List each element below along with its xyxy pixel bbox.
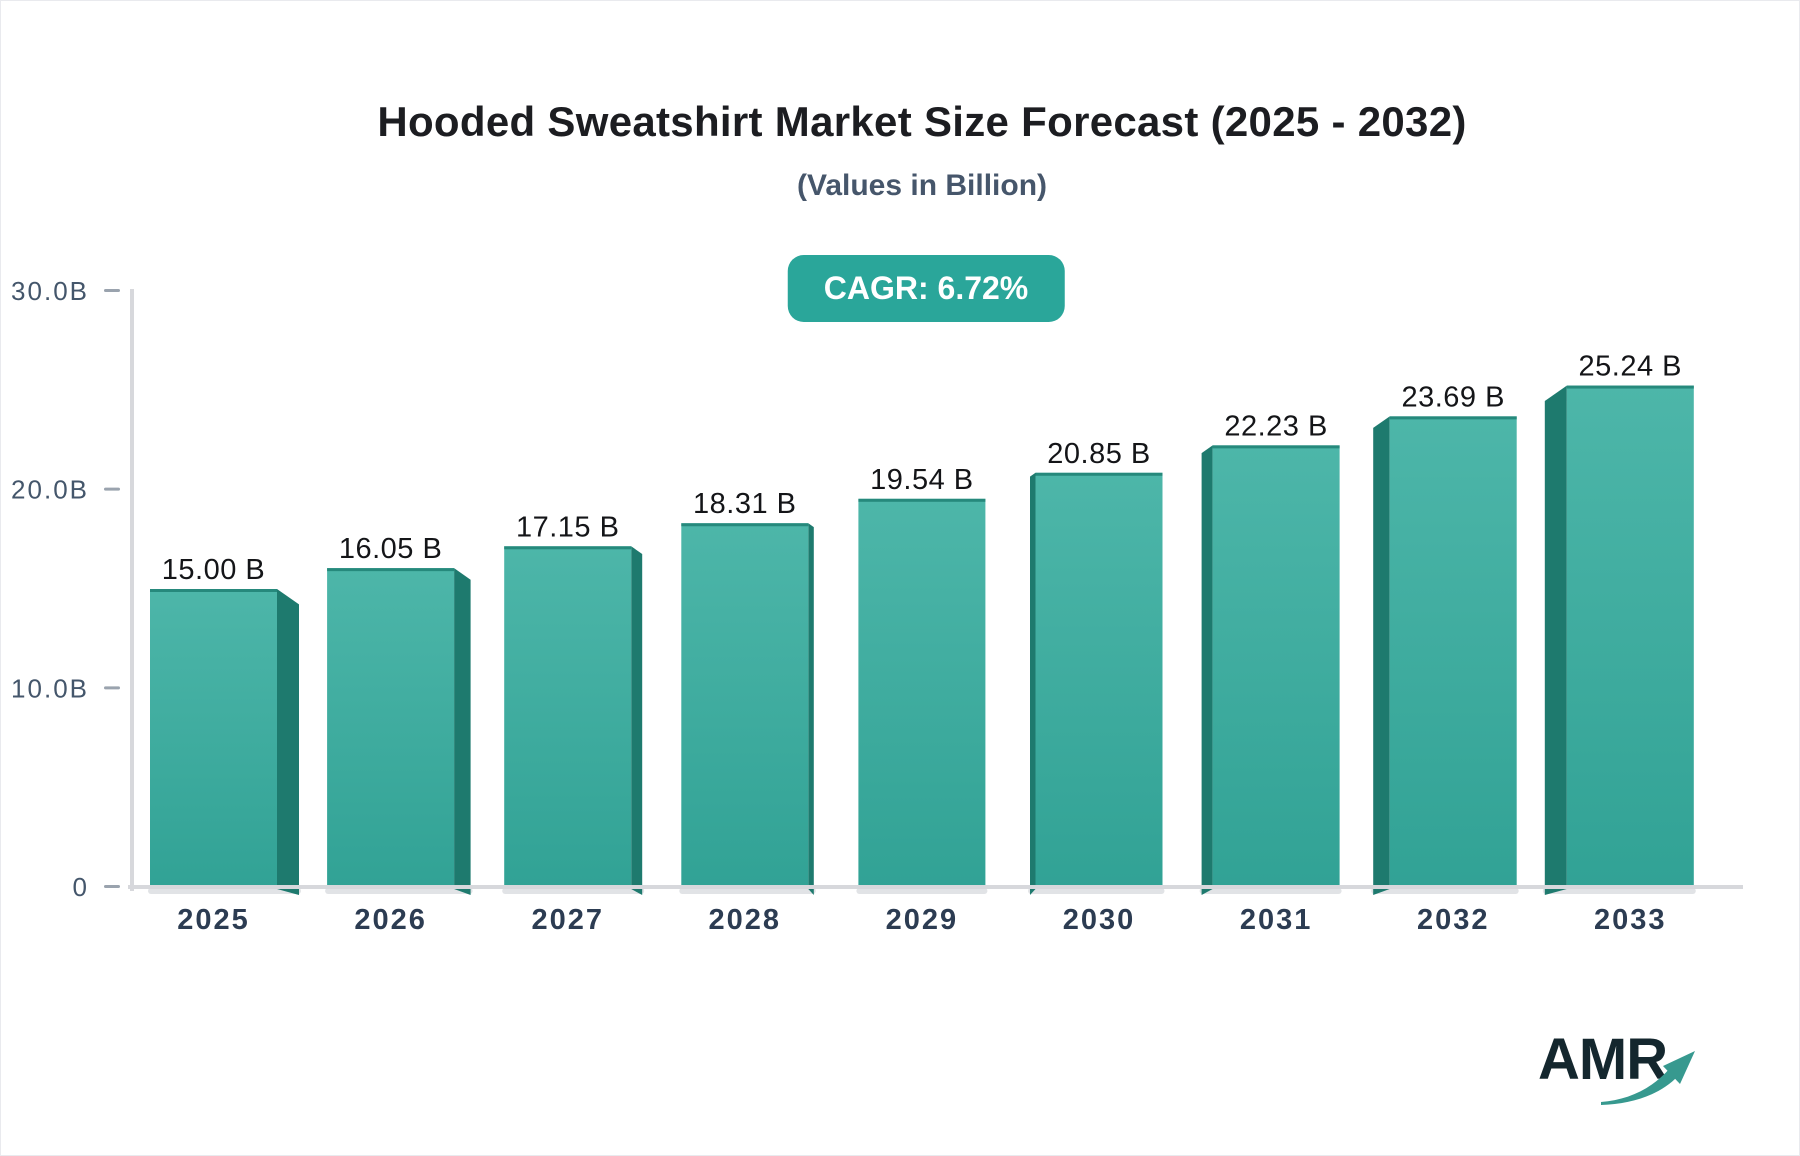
value-label-2027: 17.15 B <box>516 511 619 543</box>
bar-top-edge-2026 <box>327 568 455 572</box>
value-label-2026: 16.05 B <box>339 533 442 565</box>
bar-top-edge-2029 <box>858 498 986 502</box>
bar-top-edge-2030 <box>1035 472 1163 476</box>
bar-shadow <box>1199 888 1342 894</box>
x-label-2033: 2033 <box>1594 904 1667 936</box>
logo-text: AMR <box>1538 1027 1668 1092</box>
x-label-2032: 2032 <box>1417 904 1490 936</box>
bar-top-edge-2025 <box>150 589 277 592</box>
bar-2029 <box>858 498 986 889</box>
bar-side-2033 <box>1544 385 1567 895</box>
bar-side-2030 <box>1030 472 1036 895</box>
bar-2026 <box>327 568 455 889</box>
x-label-2031: 2031 <box>1240 904 1313 936</box>
bar-shadow <box>502 888 645 894</box>
x-axis-baseline <box>128 885 1743 889</box>
bar-2033 <box>1566 385 1694 889</box>
y-tick-label: 10.0B <box>11 673 89 703</box>
value-label-2028: 18.31 B <box>693 488 796 520</box>
y-axis-line <box>130 289 134 891</box>
x-label-2030: 2030 <box>1063 904 1136 936</box>
bar-top-edge-2027 <box>504 546 632 550</box>
bar-2027 <box>504 546 632 889</box>
bar-top-edge-2032 <box>1389 416 1517 420</box>
bar-shadow <box>1028 888 1165 894</box>
amr-logo: AMR <box>1538 1031 1728 1121</box>
bar-side-2032 <box>1373 416 1390 895</box>
chart-title: Hooded Sweatshirt Market Size Forecast (… <box>377 98 1467 145</box>
y-tick-dash <box>104 487 120 491</box>
bar-top-edge-2033 <box>1566 385 1694 389</box>
value-label-2030: 20.85 B <box>1047 438 1150 470</box>
bar-side-2025 <box>277 589 299 895</box>
bar-2031 <box>1212 445 1340 889</box>
bar-top-edge-2031 <box>1212 445 1340 449</box>
bar-side-2028 <box>808 523 814 895</box>
bar-shadow <box>856 888 988 894</box>
bar-shadow <box>1542 888 1696 894</box>
value-label-2029: 19.54 B <box>870 464 973 496</box>
y-tick-dash <box>104 289 120 292</box>
value-label-2025: 15.00 B <box>162 554 265 586</box>
value-label-2031: 22.23 B <box>1224 410 1327 442</box>
bar-2032 <box>1389 416 1517 889</box>
value-label-2033: 25.24 B <box>1579 351 1682 383</box>
bar-2028 <box>681 523 809 889</box>
bar-side-2031 <box>1201 445 1213 895</box>
bar-2030 <box>1035 472 1163 889</box>
y-tick-label: 0 <box>73 872 89 902</box>
bar-shadow <box>679 888 816 894</box>
bar-2025 <box>150 589 277 889</box>
cagr-badge: CAGR: 6.72% <box>787 255 1065 322</box>
bar-shadow <box>1371 888 1519 894</box>
bar-side-2026 <box>454 568 471 895</box>
chart-subtitle: (Values in Billion) <box>796 169 1048 202</box>
bar-shadow <box>325 888 473 894</box>
bar-shadow <box>148 888 301 894</box>
y-tick-dash <box>104 885 120 888</box>
x-label-2025: 2025 <box>177 904 250 936</box>
y-tick-label: 30.0B <box>11 276 89 306</box>
y-tick-dash <box>104 686 120 690</box>
x-label-2027: 2027 <box>531 904 604 936</box>
bar-side-2027 <box>631 546 643 895</box>
logo-arrow-icon <box>1601 1051 1695 1105</box>
x-label-2029: 2029 <box>886 904 959 936</box>
y-tick-label: 20.0B <box>11 475 89 505</box>
x-label-2028: 2028 <box>709 904 782 936</box>
x-label-2026: 2026 <box>354 904 427 936</box>
bar-top-edge-2028 <box>681 523 809 527</box>
value-label-2032: 23.69 B <box>1401 381 1504 413</box>
